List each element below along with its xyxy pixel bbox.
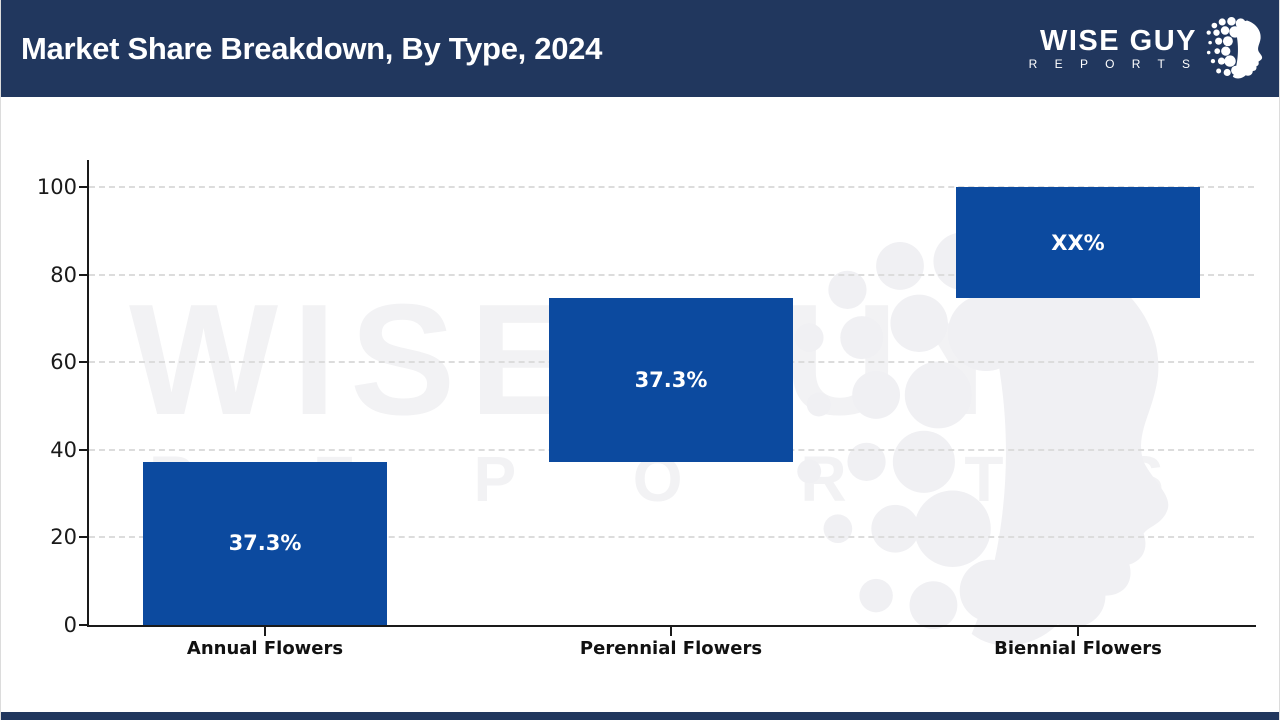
logo-reports-text: R E P O R T S <box>1028 57 1197 71</box>
y-axis-tick <box>79 536 88 539</box>
wise-guy-reports-logo: WISE GUY R E P O R T S <box>1007 6 1267 92</box>
bar-value-label: 37.3% <box>634 367 708 392</box>
bar-segment: XX% <box>956 187 1200 299</box>
logo-text: WISE GUY R E P O R T S <box>1029 26 1197 72</box>
gridline <box>89 273 1254 276</box>
y-axis-tick <box>79 624 88 626</box>
x-axis <box>87 625 1256 627</box>
x-axis-tick <box>1077 627 1079 636</box>
footer-strip <box>1 712 1279 720</box>
y-axis <box>87 160 89 627</box>
y-tick-label: 20 <box>50 525 77 550</box>
x-category-label: Annual Flowers <box>186 638 344 659</box>
y-axis-tick <box>79 273 88 276</box>
logo-face-icon <box>1206 17 1263 79</box>
y-tick-label: 0 <box>63 613 77 637</box>
bar-segment: 37.3% <box>549 298 793 462</box>
x-category-label: Biennial Flowers <box>994 638 1162 659</box>
y-tick-label: 60 <box>50 350 77 375</box>
x-axis-tick <box>264 627 266 636</box>
y-axis-tick <box>79 448 88 451</box>
y-axis-tick <box>79 361 88 364</box>
gridline <box>89 186 1254 188</box>
x-category-label: Perennial Flowers <box>579 638 763 659</box>
bar-segment: 37.3% <box>143 461 387 625</box>
header-banner: Market Share Breakdown, By Type, 2024 WI… <box>1 0 1279 97</box>
y-axis-tick <box>79 186 88 188</box>
y-tick-label: 40 <box>50 437 77 462</box>
y-tick-label: 80 <box>50 262 77 287</box>
gridline <box>89 536 1254 539</box>
chart-title: Market Share Breakdown, By Type, 2024 <box>21 30 603 66</box>
y-tick-label: 100 <box>36 175 77 199</box>
x-axis-tick <box>670 627 672 636</box>
bar-value-label: XX% <box>1051 230 1105 255</box>
logo-wiseguy-text: WISE GUY <box>1039 25 1197 57</box>
bar-value-label: 37.3% <box>228 531 302 556</box>
